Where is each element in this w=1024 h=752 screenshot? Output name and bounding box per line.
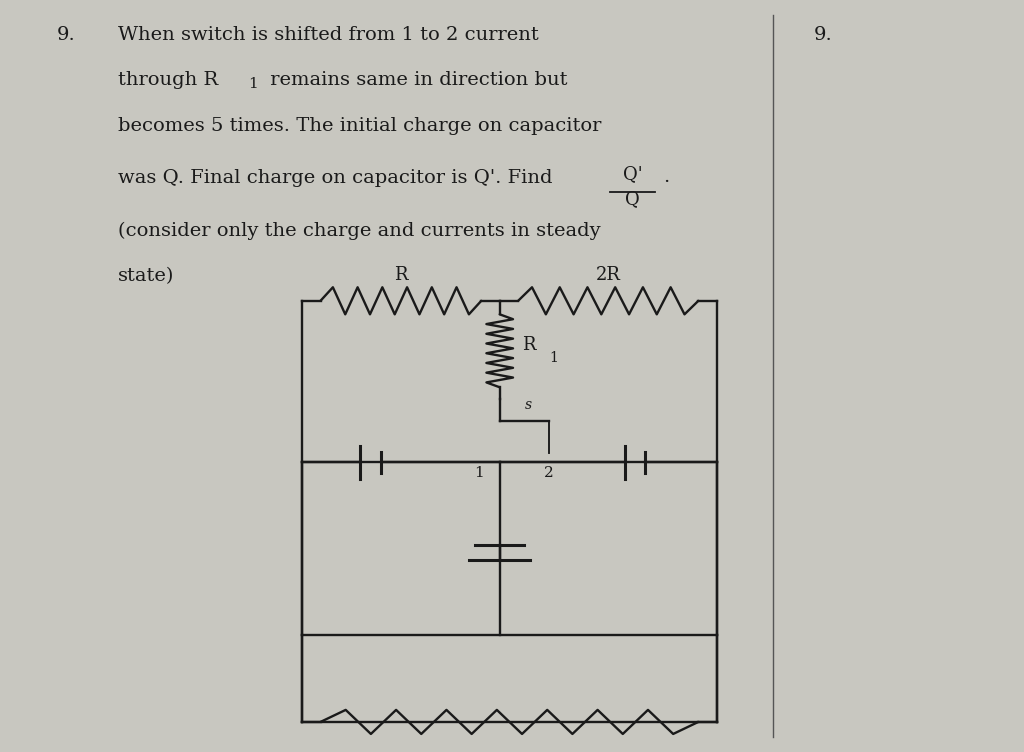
Text: through R: through R [118, 71, 218, 89]
Text: 1: 1 [474, 466, 484, 481]
Text: 9.: 9. [56, 26, 75, 44]
Text: remains same in direction but: remains same in direction but [264, 71, 567, 89]
Text: R: R [394, 266, 408, 284]
Text: Q': Q' [623, 165, 643, 183]
Text: 2: 2 [544, 466, 554, 481]
Text: R: R [522, 336, 536, 353]
Text: .: . [664, 168, 670, 186]
Text: Q: Q [626, 190, 640, 208]
Text: becomes 5 times. The initial charge on capacitor: becomes 5 times. The initial charge on c… [118, 117, 601, 135]
Text: 1: 1 [549, 351, 558, 365]
Text: (consider only the charge and currents in steady: (consider only the charge and currents i… [118, 222, 600, 240]
Text: 9.: 9. [814, 26, 833, 44]
Text: was Q. Final charge on capacitor is Q'. Find: was Q. Final charge on capacitor is Q'. … [118, 169, 552, 187]
Text: When switch is shifted from 1 to 2 current: When switch is shifted from 1 to 2 curre… [118, 26, 539, 44]
Text: state): state) [118, 267, 174, 285]
Text: s: s [525, 398, 531, 412]
Text: 2R: 2R [596, 266, 621, 284]
Text: 1: 1 [248, 77, 258, 92]
